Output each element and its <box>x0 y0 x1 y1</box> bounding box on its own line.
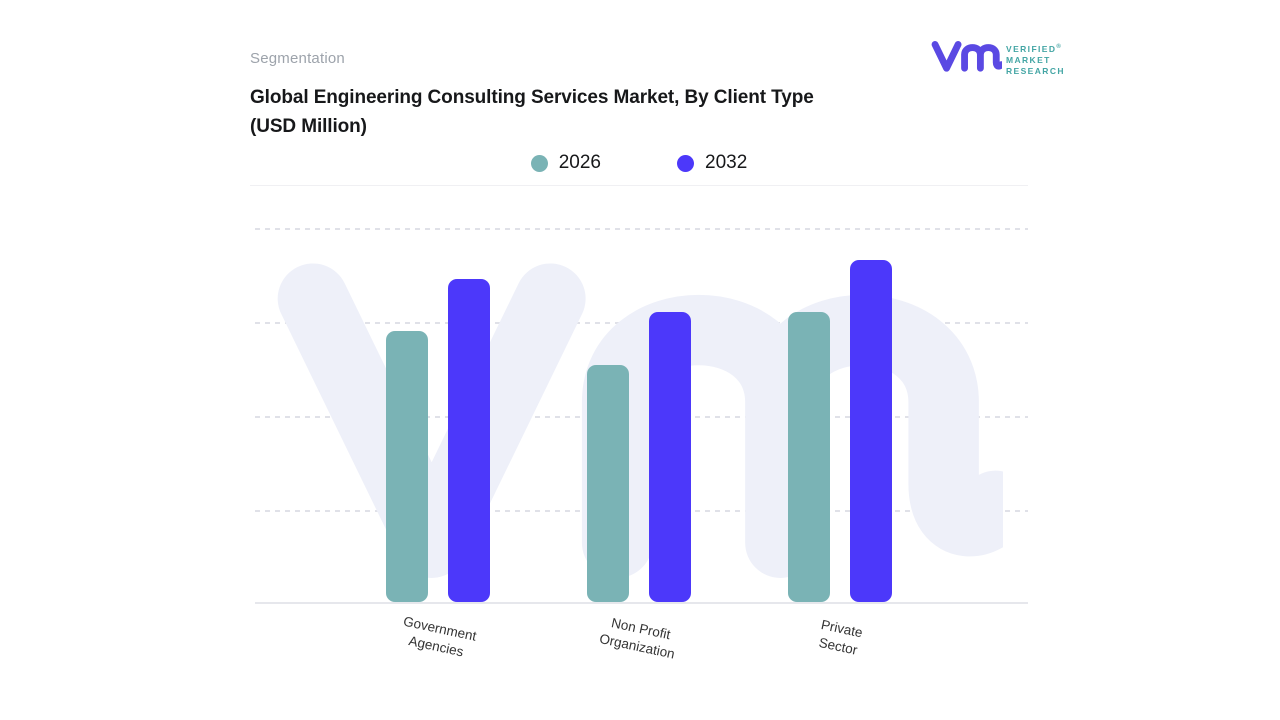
registered-trademark-icon: ® <box>1056 44 1061 50</box>
header-divider <box>250 185 1028 186</box>
bars-layer <box>255 228 1028 602</box>
legend-item-2032[interactable]: 2032 <box>677 152 747 174</box>
legend-swatch <box>530 154 548 172</box>
section-eyebrow: Segmentation <box>250 50 345 67</box>
bar-2032-government-agencies[interactable] <box>448 279 490 602</box>
brand-name: VERIFIED® MARKET RESEARCH <box>1006 42 1065 77</box>
bar-2026-private-sector[interactable] <box>788 312 830 602</box>
x-axis-label: Government Agencies <box>401 613 478 659</box>
legend-label: 2026 <box>558 152 601 173</box>
vmr-monogram-icon <box>931 41 1002 72</box>
gridline <box>255 228 1028 230</box>
legend-swatch <box>677 154 694 172</box>
page-title: Global Engineering Consulting Services M… <box>250 83 950 141</box>
brand-logo: VERIFIED® MARKET RESEARCH <box>930 36 1080 82</box>
bar-2026-non-profit-organization[interactable] <box>587 365 629 602</box>
bar-2026-government-agencies[interactable] <box>386 331 428 602</box>
page-title-line2: (USD Million) <box>250 116 367 137</box>
brand-name-line3: RESEARCH <box>1006 65 1065 76</box>
chart-legend: 2026 2032 <box>250 148 1028 178</box>
x-axis-label: Private Sector <box>817 616 864 658</box>
bar-2032-non-profit-organization[interactable] <box>649 312 691 602</box>
legend-label: 2032 <box>705 152 748 173</box>
x-axis-labels: Government Agencies Non Profit Organization… <box>255 604 1028 704</box>
page-title-line1: Global Engineering Consulting Services M… <box>250 87 814 108</box>
brand-name-line2: MARKET <box>1006 54 1051 65</box>
legend-item-2026[interactable]: 2026 <box>530 152 601 174</box>
plot-area <box>255 228 1028 604</box>
x-axis-label: Non Profit Organization <box>598 615 677 662</box>
brand-name-line1: VERIFIED <box>1006 43 1057 54</box>
bar-2032-private-sector[interactable] <box>850 260 892 602</box>
